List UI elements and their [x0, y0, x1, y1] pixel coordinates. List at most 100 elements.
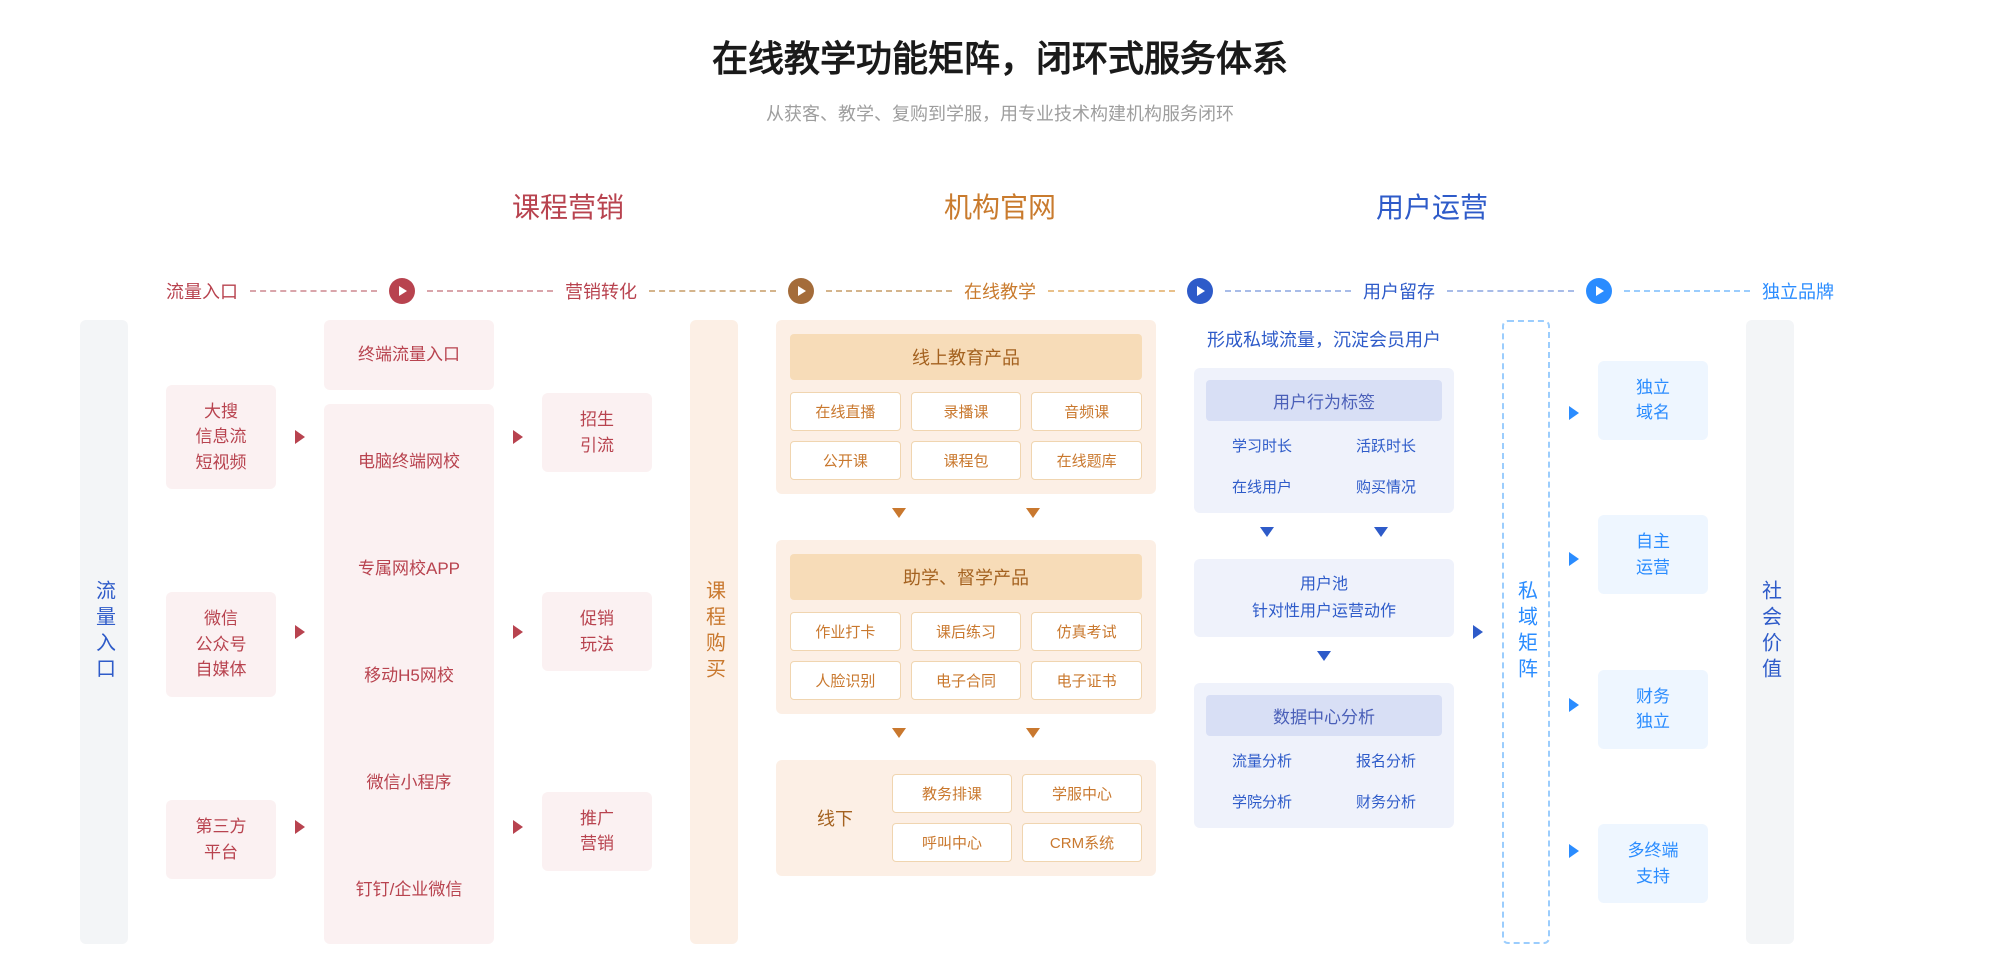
teach-cell: 学服中心	[1022, 774, 1142, 813]
retain-item: 财务分析	[1330, 787, 1442, 816]
retain-mid-1: 用户池	[1206, 571, 1442, 598]
terminal-item: 钉钉/企业微信	[334, 875, 484, 900]
arrow-right-icon	[288, 625, 312, 639]
retain-tag: 学习时长	[1206, 431, 1318, 460]
arrow-col	[1562, 320, 1586, 944]
retain-tag: 活跃时长	[1330, 431, 1442, 460]
teach-cell: 在线题库	[1031, 441, 1142, 480]
play-icon	[788, 278, 814, 304]
retain-panel-title: 数据中心分析	[1206, 695, 1442, 736]
teach-cell: 课后练习	[911, 612, 1022, 651]
col-traffic: 大搜 信息流 短视频 微信 公众号 自媒体 第三方 平台	[166, 320, 276, 944]
arrow-right-icon	[1562, 844, 1586, 858]
teach-cell: 课程包	[911, 441, 1022, 480]
vbar-purchase: 课程购买	[690, 320, 738, 944]
teach-cell: 在线直播	[790, 392, 901, 431]
teach-cell: 作业打卡	[790, 612, 901, 651]
teach-cell: 音频课	[1031, 392, 1142, 431]
arrow-col	[506, 320, 530, 944]
vbar-social-value: 社会价值	[1746, 320, 1794, 944]
arrow-right-icon	[1562, 698, 1586, 712]
retain-item: 流量分析	[1206, 746, 1318, 775]
terminal-item: 专属网校APP	[334, 554, 484, 579]
page-title: 在线教学功能矩阵，闭环式服务体系	[0, 0, 2000, 82]
diagram: 流量入口 大搜 信息流 短视频 微信 公众号 自媒体 第三方 平台 终端流量入口…	[80, 320, 1920, 944]
retain-top-text: 形成私域流量，沉淀会员用户	[1194, 320, 1454, 354]
retain-mid-2: 针对性用户运营动作	[1206, 598, 1442, 625]
teach-panel-title: 助学、督学产品	[790, 554, 1142, 600]
teach-cell: 呼叫中心	[892, 823, 1012, 862]
retain-panel-pool: 用户池 针对性用户运营动作	[1194, 559, 1454, 637]
teach-cell: CRM系统	[1022, 823, 1142, 862]
arrow-col	[1466, 320, 1490, 944]
section-operation: 用户运营	[1376, 186, 1488, 226]
brand-box-1: 独立 域名	[1598, 361, 1708, 440]
teach-panel-offline: 线下 教务排课 学服中心 呼叫中心 CRM系统	[776, 760, 1156, 876]
teach-panel-online: 线上教育产品 在线直播 录播课 音频课 公开课 课程包 在线题库	[776, 320, 1156, 494]
terminal-stack: 电脑终端网校 专属网校APP 移动H5网校 微信小程序 钉钉/企业微信	[324, 404, 494, 945]
brand-box-3: 财务 独立	[1598, 670, 1708, 749]
arrow-right-icon	[1562, 406, 1586, 420]
section-marketing: 课程营销	[512, 186, 624, 226]
arrow-right-icon	[288, 820, 312, 834]
retain-panel-title: 用户行为标签	[1206, 380, 1442, 421]
arrow-right-icon	[288, 430, 312, 444]
convert-box-2: 促销 玩法	[542, 592, 652, 671]
teach-cell: 电子证书	[1031, 661, 1142, 700]
play-icon	[1187, 278, 1213, 304]
arrow-down-icon	[1194, 527, 1454, 545]
arrow-down-icon	[776, 508, 1156, 526]
arrow-down-icon	[776, 728, 1156, 746]
col-brand: 独立 域名 自主 运营 财务 独立 多终端 支持	[1598, 320, 1708, 944]
section-headers: 课程营销 机构官网 用户运营	[0, 186, 2000, 226]
vbar-private-matrix: 私域矩阵	[1502, 320, 1550, 944]
col-terminal: 终端流量入口 电脑终端网校 专属网校APP 移动H5网校 微信小程序 钉钉/企业…	[324, 320, 494, 944]
phase-brand: 独立品牌	[1762, 278, 1834, 304]
brand-box-4: 多终端 支持	[1598, 824, 1708, 903]
retain-panel-tags: 用户行为标签 学习时长 活跃时长 在线用户 购买情况	[1194, 368, 1454, 513]
convert-box-3: 推广 营销	[542, 792, 652, 871]
terminal-item: 微信小程序	[334, 768, 484, 793]
teach-offline-label: 线下	[790, 774, 880, 862]
retain-tag: 在线用户	[1206, 472, 1318, 501]
phase-convert: 营销转化	[565, 278, 637, 304]
phase-teach: 在线教学	[964, 278, 1036, 304]
teach-cell: 教务排课	[892, 774, 1012, 813]
page-subtitle: 从获客、教学、复购到学服，用专业技术构建机构服务闭环	[0, 100, 2000, 126]
terminal-item: 移动H5网校	[334, 661, 484, 686]
traffic-box-2: 微信 公众号 自媒体	[166, 592, 276, 697]
traffic-box-3: 第三方 平台	[166, 800, 276, 879]
phase-retain: 用户留存	[1363, 278, 1435, 304]
teach-cell: 录播课	[911, 392, 1022, 431]
teach-cell: 仿真考试	[1031, 612, 1142, 651]
retain-item: 报名分析	[1330, 746, 1442, 775]
convert-box-1: 招生 引流	[542, 393, 652, 472]
teach-panel-study: 助学、督学产品 作业打卡 课后练习 仿真考试 人脸识别 电子合同 电子证书	[776, 540, 1156, 714]
play-icon	[389, 278, 415, 304]
traffic-box-1: 大搜 信息流 短视频	[166, 385, 276, 490]
brand-box-2: 自主 运营	[1598, 515, 1708, 594]
arrow-right-icon	[1562, 552, 1586, 566]
teach-panel-title: 线上教育产品	[790, 334, 1142, 380]
phase-row: 流量入口 营销转化 在线教学 用户留存 独立品牌	[100, 278, 1900, 304]
arrow-right-icon	[506, 430, 530, 444]
play-icon	[1586, 278, 1612, 304]
arrow-down-icon	[1194, 651, 1454, 669]
col-retain: 形成私域流量，沉淀会员用户 用户行为标签 学习时长 活跃时长 在线用户 购买情况…	[1194, 320, 1454, 944]
retain-item: 学院分析	[1206, 787, 1318, 816]
arrow-right-icon	[506, 625, 530, 639]
teach-cell: 人脸识别	[790, 661, 901, 700]
terminal-top: 终端流量入口	[324, 320, 494, 390]
arrow-right-icon	[506, 820, 530, 834]
terminal-item: 电脑终端网校	[334, 447, 484, 472]
retain-panel-analysis: 数据中心分析 流量分析 报名分析 学院分析 财务分析	[1194, 683, 1454, 828]
vbar-traffic-entry: 流量入口	[80, 320, 128, 944]
retain-tag: 购买情况	[1330, 472, 1442, 501]
arrow-right-icon	[1466, 625, 1490, 639]
teach-cell: 电子合同	[911, 661, 1022, 700]
phase-traffic: 流量入口	[166, 278, 238, 304]
teach-cell: 公开课	[790, 441, 901, 480]
col-teach: 线上教育产品 在线直播 录播课 音频课 公开课 课程包 在线题库 助学、督学产品…	[776, 320, 1156, 944]
arrow-col	[288, 320, 312, 944]
col-convert: 招生 引流 促销 玩法 推广 营销	[542, 320, 652, 944]
